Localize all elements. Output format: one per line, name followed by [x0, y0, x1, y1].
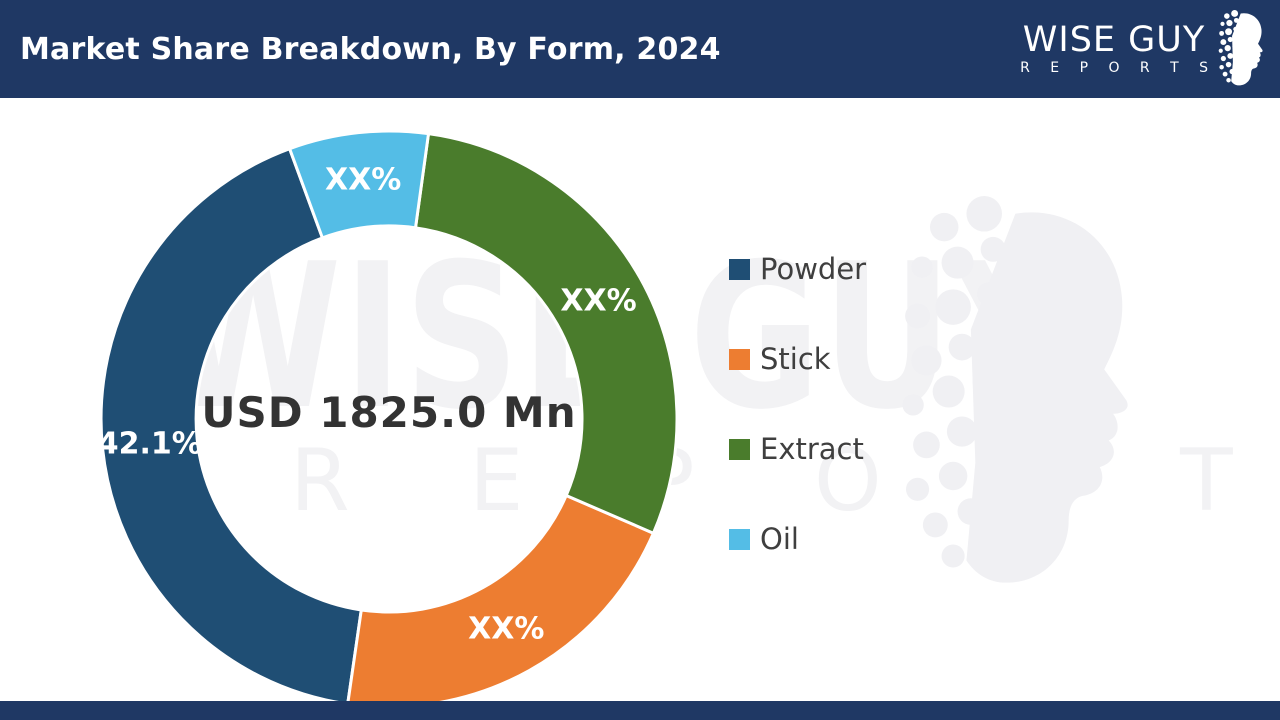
chart-legend: Powder Stick Extract Oil	[729, 252, 866, 612]
legend-label: Powder	[760, 252, 867, 286]
legend-label: Extract	[760, 432, 864, 466]
donut-segment-oil	[288, 129, 430, 240]
legend-item-extract: Extract	[729, 432, 866, 466]
header-bar: Market Share Breakdown, By Form, 2024 WI…	[0, 0, 1280, 98]
legend-swatch-oil	[729, 528, 750, 550]
page-title: Market Share Breakdown, By Form, 2024	[20, 31, 721, 67]
legend-label: Oil	[760, 522, 799, 556]
watermark-face-icon	[902, 196, 1128, 583]
segment-label-powder: 42.1%	[99, 427, 202, 462]
segment-label-oil: XX%	[325, 162, 401, 197]
donut-segment-extract	[414, 132, 679, 535]
donut-segment-stick	[346, 494, 655, 709]
legend-swatch-stick	[729, 348, 750, 370]
wise-guy-face-icon	[1218, 10, 1263, 86]
legend-label: Stick	[760, 342, 831, 376]
brand-logo: WISE GUY R E P O R T S	[1012, 10, 1266, 88]
legend-item-stick: Stick	[729, 342, 866, 376]
segment-label-stick: XX%	[468, 611, 544, 646]
legend-swatch-powder	[729, 258, 750, 280]
legend-item-oil: Oil	[729, 522, 866, 556]
footer-bar	[0, 701, 1280, 720]
brand-wordmark: WISE GUY R E P O R T S	[1012, 22, 1216, 76]
segment-label-extract: XX%	[560, 284, 636, 319]
donut-segment-powder	[99, 147, 363, 706]
chart-center-value: USD 1825.0 Mn	[201, 388, 577, 437]
brand-name: WISE GUY	[1022, 20, 1206, 60]
legend-item-powder: Powder	[729, 252, 866, 286]
brand-subtitle: R E P O R T S	[1020, 60, 1216, 76]
legend-swatch-extract	[729, 438, 750, 460]
donut-chart: 42.1% XX% XX% XX%	[99, 129, 679, 709]
